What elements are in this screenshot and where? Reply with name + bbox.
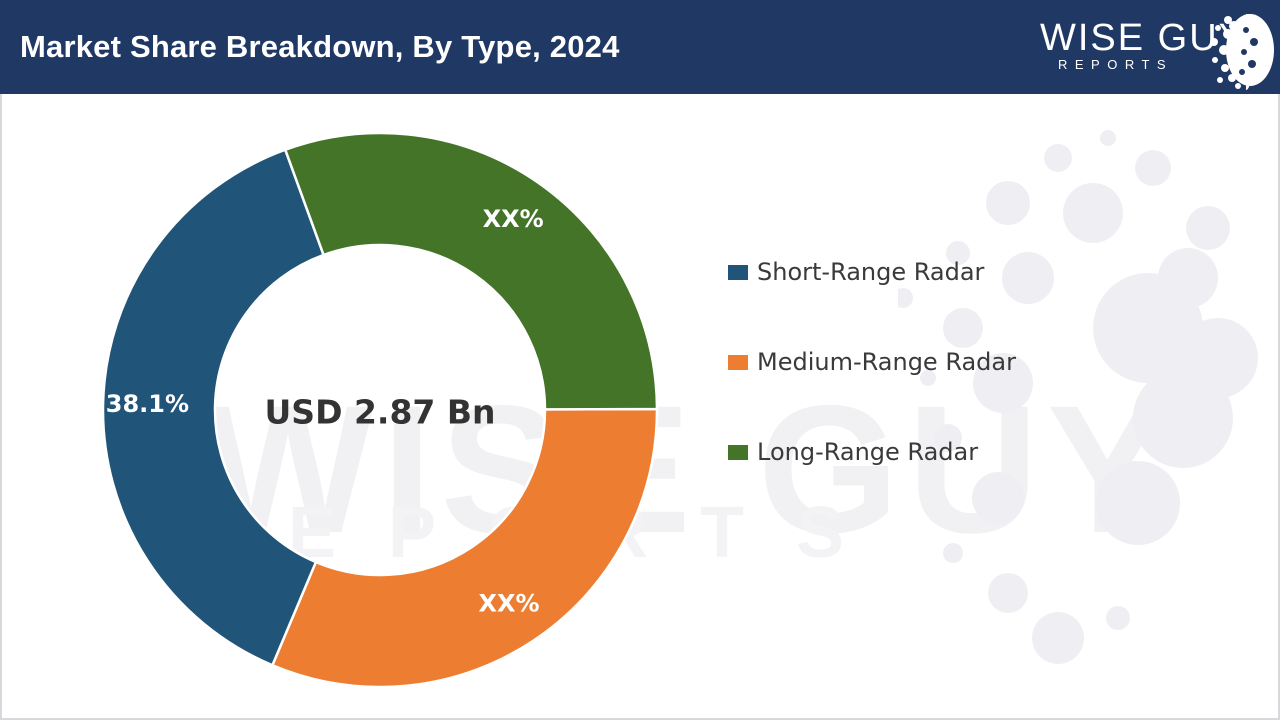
logo-wordmark: WISE GUY — [1040, 17, 1247, 59]
slice-label: XX% — [479, 590, 540, 618]
donut-slice-long-range-radar — [284, 131, 659, 411]
legend-item-medium-range-radar: Medium-Range Radar — [728, 348, 1016, 376]
wise-guy-logo: WISE GUY REPORTS — [1040, 14, 1274, 90]
donut-chart: USD 2.87 Bn 38.1% XX% XX% — [70, 100, 690, 724]
legend-item-short-range-radar: Short-Range Radar — [728, 258, 1016, 286]
watermark-head-icon — [898, 130, 1258, 664]
legend-label: Short-Range Radar — [757, 258, 985, 286]
logo-head-icon — [1210, 14, 1274, 90]
legend-label: Long-Range Radar — [757, 438, 979, 466]
page-title: Market Share Breakdown, By Type, 2024 — [20, 29, 620, 64]
chart-legend: Short-Range Radar Medium-Range Radar Long-… — [728, 258, 1016, 466]
legend-swatch — [728, 354, 748, 370]
legend-swatch — [728, 444, 748, 460]
legend-item-long-range-radar: Long-Range Radar — [728, 438, 1016, 466]
donut-slice-short-range-radar — [101, 148, 325, 667]
legend-label: Medium-Range Radar — [757, 348, 1016, 376]
donut-slice-medium-range-radar — [271, 407, 659, 689]
slice-label: XX% — [483, 205, 544, 233]
legend-swatch — [728, 264, 748, 280]
slice-label: 38.1% — [106, 390, 189, 418]
chart-center-value: USD 2.87 Bn — [265, 393, 496, 432]
header-bar: Market Share Breakdown, By Type, 2024 WI… — [0, 0, 1280, 94]
logo-subtitle: REPORTS — [1058, 57, 1174, 72]
